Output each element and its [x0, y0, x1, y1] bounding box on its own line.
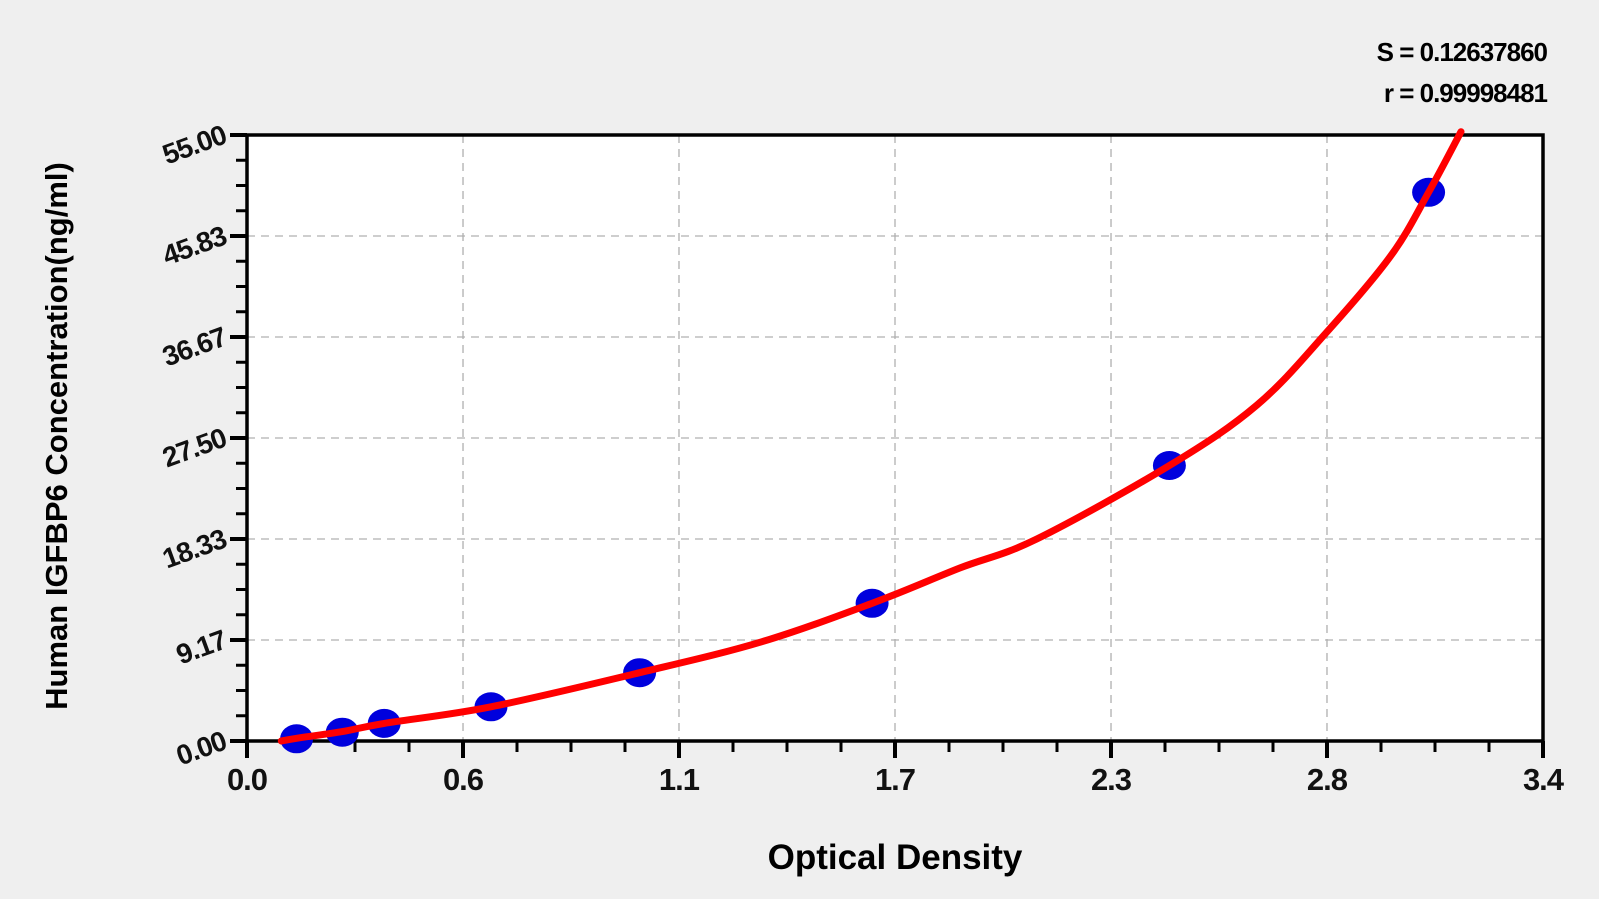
x-axis-title: Optical Density	[767, 838, 1023, 877]
x-tick-label: 1.1	[658, 762, 700, 797]
plot-frame	[245, 133, 1545, 743]
x-tick-label: 2.8	[1306, 762, 1348, 797]
x-tick-label: 0.6	[442, 762, 484, 797]
x-tick-label: 3.4	[1522, 762, 1564, 797]
x-tick-label: 1.7	[874, 762, 916, 797]
stat-r-value: r = 0.99998481	[1383, 78, 1548, 108]
fitted-curve	[277, 128, 1465, 745]
fit-statistics: S = 0.12637860 r = 0.99998481	[1376, 32, 1548, 114]
x-tick-label: 2.3	[1090, 762, 1132, 797]
y-axis-title: Human IGFBP6 Concentration(ng/ml)	[39, 162, 74, 710]
stat-s-value: S = 0.12637860	[1376, 37, 1548, 67]
x-tick-label: 0.0	[226, 762, 268, 797]
